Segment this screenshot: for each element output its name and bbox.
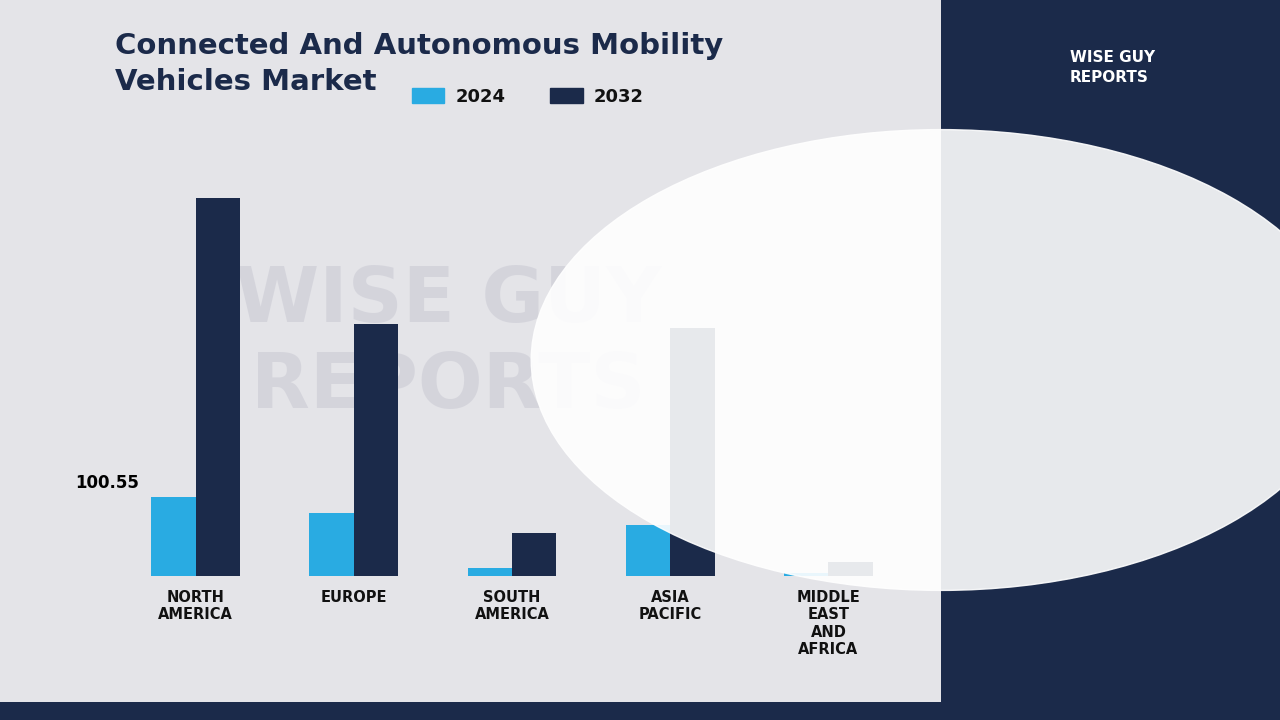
Bar [353, 324, 398, 576]
Bar [196, 198, 239, 576]
Bar [785, 573, 828, 576]
Text: Connected And Autonomous Mobility
Vehicles Market: Connected And Autonomous Mobility Vehicl… [115, 32, 723, 96]
Bar [467, 568, 512, 576]
Bar [310, 513, 353, 576]
Bar [626, 525, 671, 576]
Bar [151, 497, 196, 576]
Bar [512, 533, 557, 576]
Legend: 2024, 2032: 2024, 2032 [404, 81, 652, 113]
Text: 100.55: 100.55 [74, 474, 138, 492]
Text: WISE GUY
REPORTS: WISE GUY REPORTS [1070, 50, 1155, 85]
Bar [828, 562, 873, 576]
Bar [671, 328, 714, 576]
Text: WISE GUY
REPORTS: WISE GUY REPORTS [236, 264, 662, 423]
